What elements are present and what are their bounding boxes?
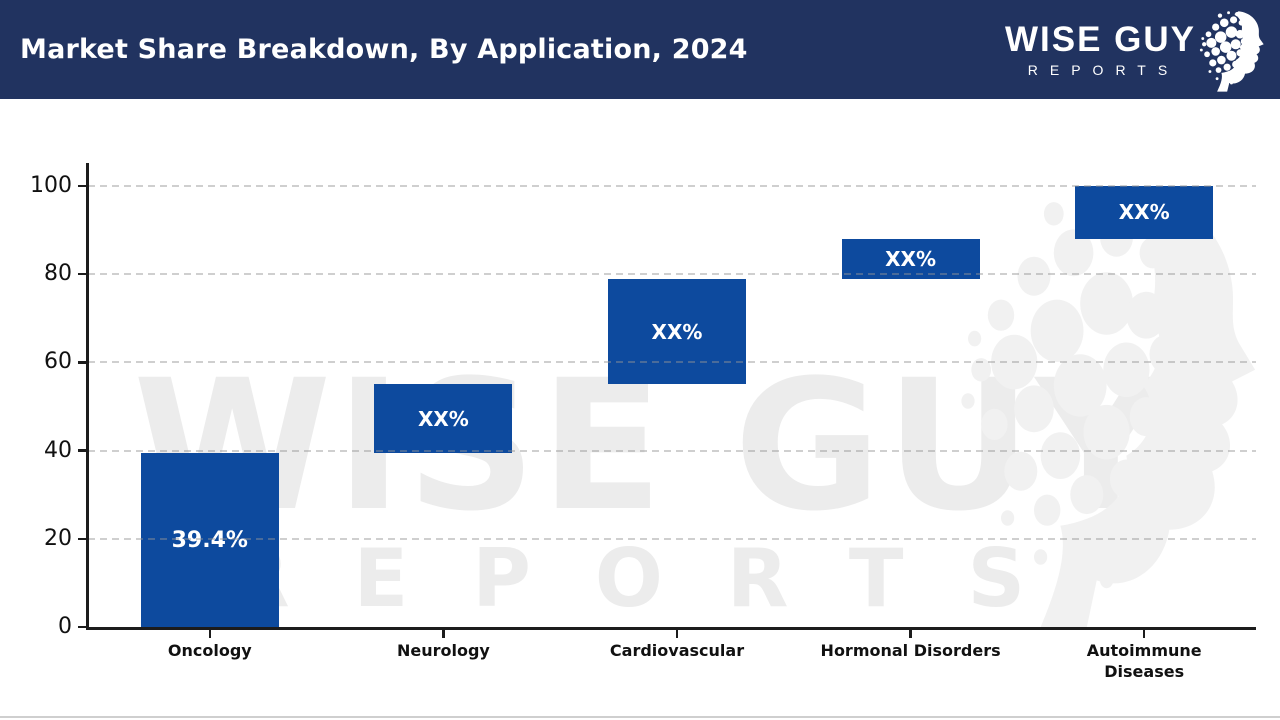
wiseguy-face-icon [1199, 10, 1264, 92]
page-title: Market Share Breakdown, By Application, … [20, 34, 748, 65]
header-bar: Market Share Breakdown, By Application, … [0, 0, 1280, 99]
watermark-text-main: WISE GUY [133, 342, 1171, 551]
watermark-text-sub: REPORTS [228, 532, 1090, 625]
logo-name: WISE GUY [1004, 20, 1196, 59]
bottom-divider [0, 716, 1280, 718]
watermark-face-icon [961, 190, 1256, 628]
chart-canvas: WISE GUY REPORTS [0, 99, 1280, 717]
logo-wordmark: WISE GUY REPORTS [1005, 22, 1196, 77]
logo-subtitle: REPORTS [1027, 62, 1180, 78]
wiseguy-logo: WISE GUY REPORTS [1005, 7, 1266, 93]
